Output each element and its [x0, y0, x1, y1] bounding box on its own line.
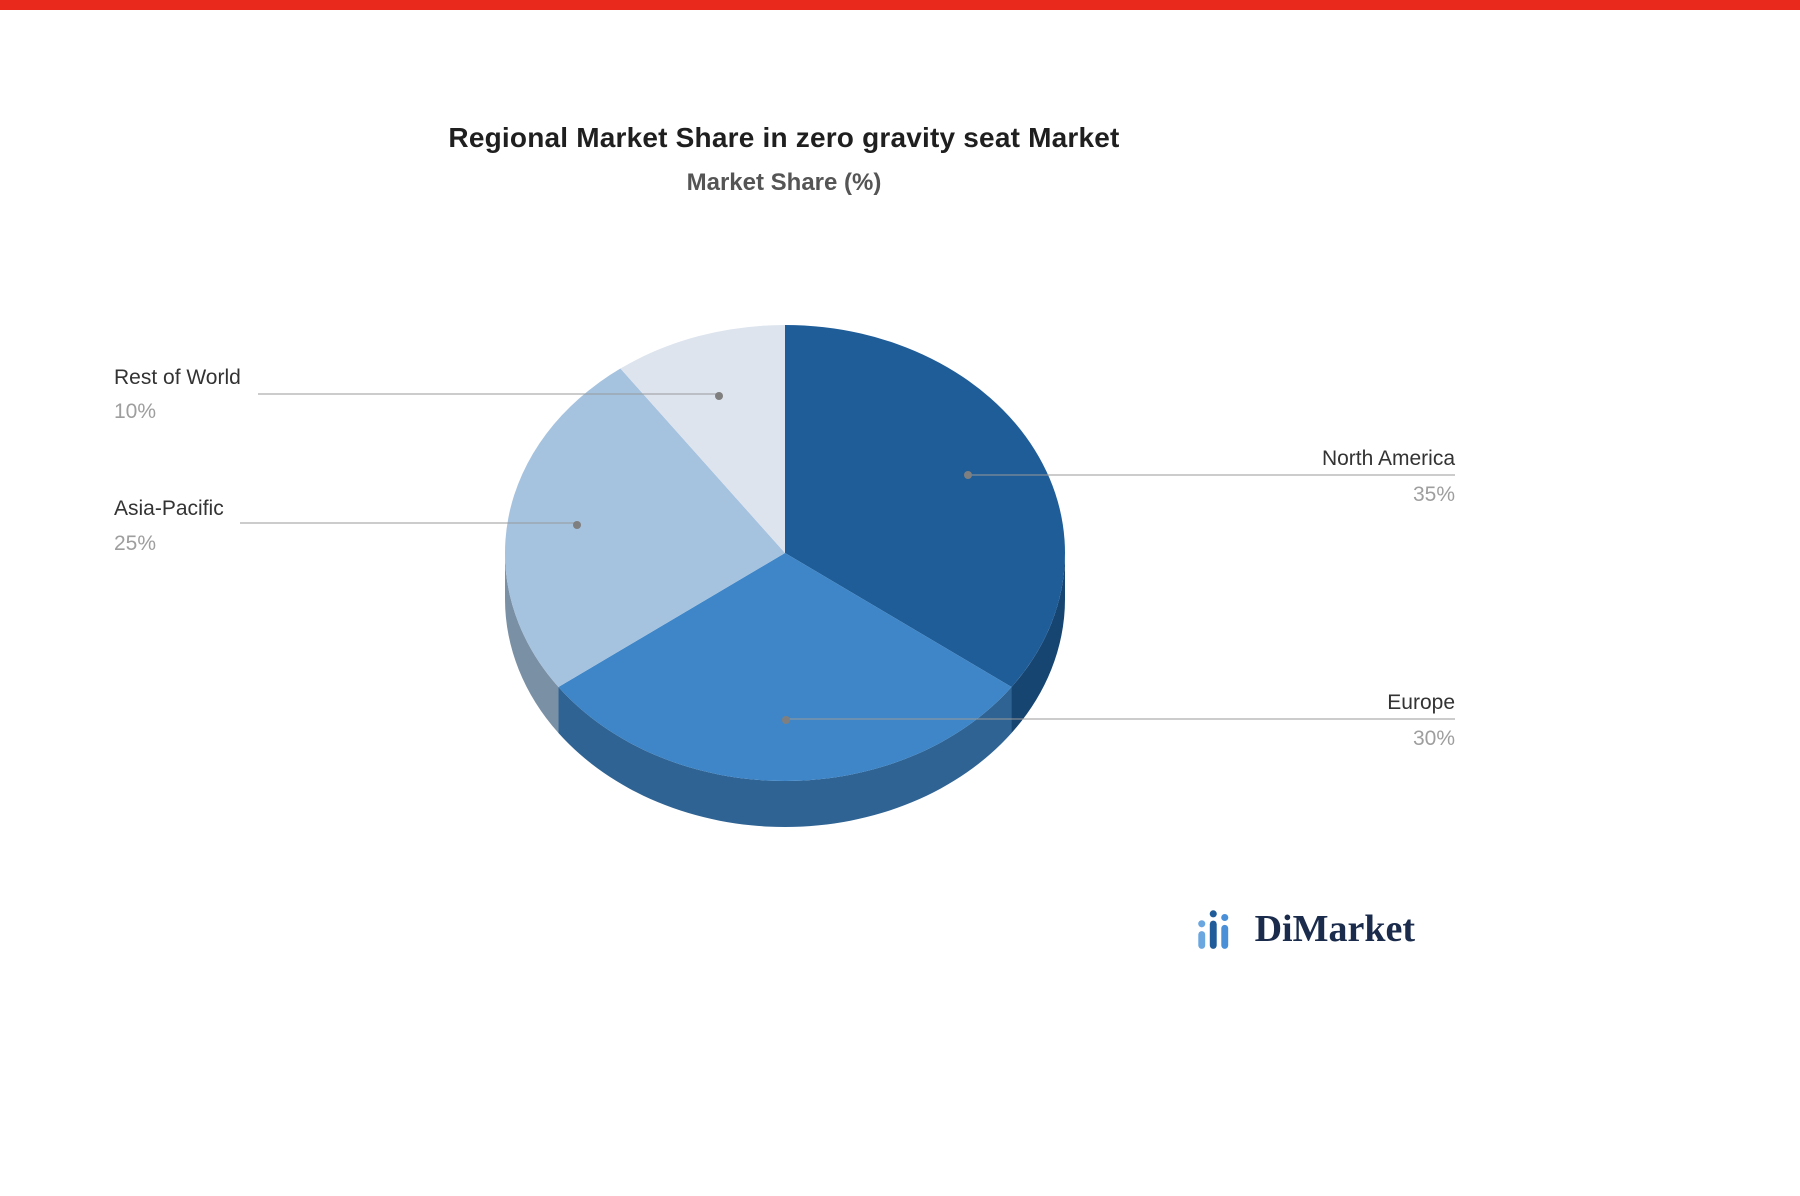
slice-label-rest-of-world: Rest of World 10%: [114, 366, 241, 424]
slice-label-value: 35%: [1412, 483, 1455, 506]
pie-slice-north-america[interactable]: [785, 325, 1065, 688]
pie-slice-side-asia-pacific: [505, 553, 559, 734]
leader-dot-north-america: [964, 471, 972, 479]
pie-slice-asia-pacific[interactable]: [504, 368, 785, 688]
slice-label-value: 10%: [114, 400, 157, 423]
slice-label-name: Europe: [1387, 691, 1455, 714]
slice-label-name: Rest of World: [114, 366, 241, 389]
slice-label-north-america: North America 35%: [1322, 447, 1455, 507]
slice-label-asia-pacific: Asia-Pacific 25%: [114, 497, 224, 556]
pie-slice-side-europe: [558, 687, 1012, 827]
chart-title: Regional Market Share in zero gravity se…: [448, 122, 1120, 153]
pie-slice-side-north-america: [1011, 553, 1065, 734]
leader-dot-asia-pacific: [573, 521, 581, 529]
slice-label-name: North America: [1321, 447, 1455, 470]
pie-slice-europe[interactable]: [558, 553, 1012, 781]
top-accent-bar: [0, 0, 1800, 10]
leader-dot-europe: [782, 716, 790, 724]
slice-label-value: 30%: [1412, 727, 1455, 750]
slice-label-europe: Europe 30%: [1387, 691, 1455, 751]
slice-label-value: 25%: [114, 532, 157, 555]
dimarket-logo-text: DiMarket: [1254, 908, 1415, 950]
slice-label-name: Asia-Pacific: [114, 497, 224, 520]
dimarket-logo: DiMarket: [1196, 906, 1415, 952]
leader-dot-rest-of-world: [715, 392, 723, 400]
dimarket-logo-icon: [1197, 910, 1228, 949]
pie-slice-rest-of-world[interactable]: [620, 325, 785, 553]
chart-subtitle: Market Share (%): [686, 169, 882, 196]
